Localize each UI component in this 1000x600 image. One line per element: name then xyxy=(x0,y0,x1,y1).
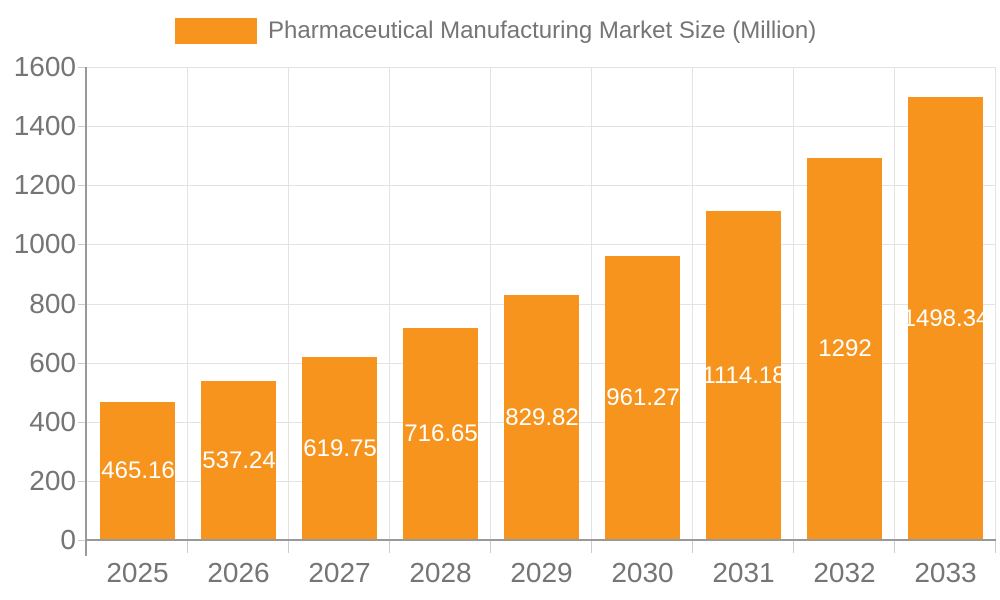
bar-value-label: 537.24 xyxy=(202,447,276,474)
bar[interactable] xyxy=(605,256,680,540)
x-gridline xyxy=(187,67,188,540)
x-gridline xyxy=(389,67,390,540)
bar[interactable] xyxy=(302,357,377,540)
bar-value-label: 1114.18 xyxy=(702,362,786,389)
bar[interactable] xyxy=(908,97,983,540)
y-axis-tick xyxy=(78,185,86,186)
bar-value-label: 961.27 xyxy=(606,384,680,411)
legend-swatch xyxy=(175,18,257,44)
x-axis-tick xyxy=(894,541,895,553)
y-axis-line xyxy=(85,67,87,556)
y-axis-label: 600 xyxy=(29,347,76,378)
x-axis-label: 2031 xyxy=(712,557,775,588)
bar[interactable] xyxy=(504,295,579,540)
bar[interactable] xyxy=(201,381,276,540)
y-axis-label: 800 xyxy=(29,288,76,319)
bar[interactable] xyxy=(807,158,882,540)
x-axis-tick xyxy=(591,541,592,553)
x-gridline xyxy=(490,67,491,540)
bar-value-label: 465.16 xyxy=(101,457,175,484)
x-gridline xyxy=(793,67,794,540)
legend-label: Pharmaceutical Manufacturing Market Size… xyxy=(268,17,817,44)
plot-area: 465.16 537.24 619.75 716.65 829.82 961.27 1114… xyxy=(87,67,996,540)
x-axis-label: 2030 xyxy=(611,557,674,588)
x-gridline xyxy=(894,67,895,540)
y-axis-label: 1400 xyxy=(13,110,76,141)
y-gridline xyxy=(87,185,996,186)
x-gridline xyxy=(692,67,693,540)
x-axis-tick xyxy=(288,541,289,553)
y-axis-label: 1000 xyxy=(13,228,76,259)
y-axis-tick xyxy=(78,363,86,364)
bar[interactable] xyxy=(706,211,781,540)
y-axis-label: 1200 xyxy=(13,169,76,200)
x-axis-label: 2025 xyxy=(106,557,169,588)
y-axis-tick xyxy=(78,244,86,245)
x-axis-label: 2026 xyxy=(207,557,270,588)
y-axis-tick xyxy=(78,126,86,127)
x-axis-label: 2027 xyxy=(308,557,371,588)
x-axis-label: 2033 xyxy=(914,557,977,588)
x-gridline xyxy=(591,67,592,540)
y-axis-label: 400 xyxy=(29,406,76,437)
bar-value-label: 619.75 xyxy=(303,435,377,462)
bar-value-label: 716.65 xyxy=(404,420,478,447)
y-axis-tick xyxy=(78,67,86,68)
bar[interactable] xyxy=(403,328,478,540)
x-axis-tick xyxy=(793,541,794,553)
x-gridline xyxy=(995,67,996,540)
x-axis-label: 2029 xyxy=(510,557,573,588)
chart-legend[interactable]: Pharmaceutical Manufacturing Market Size… xyxy=(175,17,816,45)
x-gridline xyxy=(288,67,289,540)
y-axis-label: 200 xyxy=(29,465,76,496)
y-axis-tick xyxy=(78,304,86,305)
bar-value-label: 829.82 xyxy=(505,404,579,431)
x-axis-label: 2032 xyxy=(813,557,876,588)
y-axis-tick xyxy=(78,540,86,541)
x-axis-label: 2028 xyxy=(409,557,472,588)
y-gridline xyxy=(87,126,996,127)
y-axis-tick xyxy=(78,422,86,423)
y-gridline xyxy=(87,244,996,245)
y-gridline xyxy=(87,67,996,68)
y-axis-label: 1600 xyxy=(13,51,76,82)
bar-value-label: 1292 xyxy=(818,335,872,362)
y-axis-tick xyxy=(78,481,86,482)
x-axis-tick xyxy=(692,541,693,553)
y-axis-label: 0 xyxy=(60,524,76,555)
bar[interactable] xyxy=(100,402,175,540)
x-axis-tick xyxy=(187,541,188,553)
x-axis-tick xyxy=(995,541,996,553)
x-axis-tick xyxy=(490,541,491,553)
x-axis-tick xyxy=(389,541,390,553)
x-axis-line xyxy=(85,539,996,541)
bar-value-label: 1498.34 xyxy=(902,305,990,332)
